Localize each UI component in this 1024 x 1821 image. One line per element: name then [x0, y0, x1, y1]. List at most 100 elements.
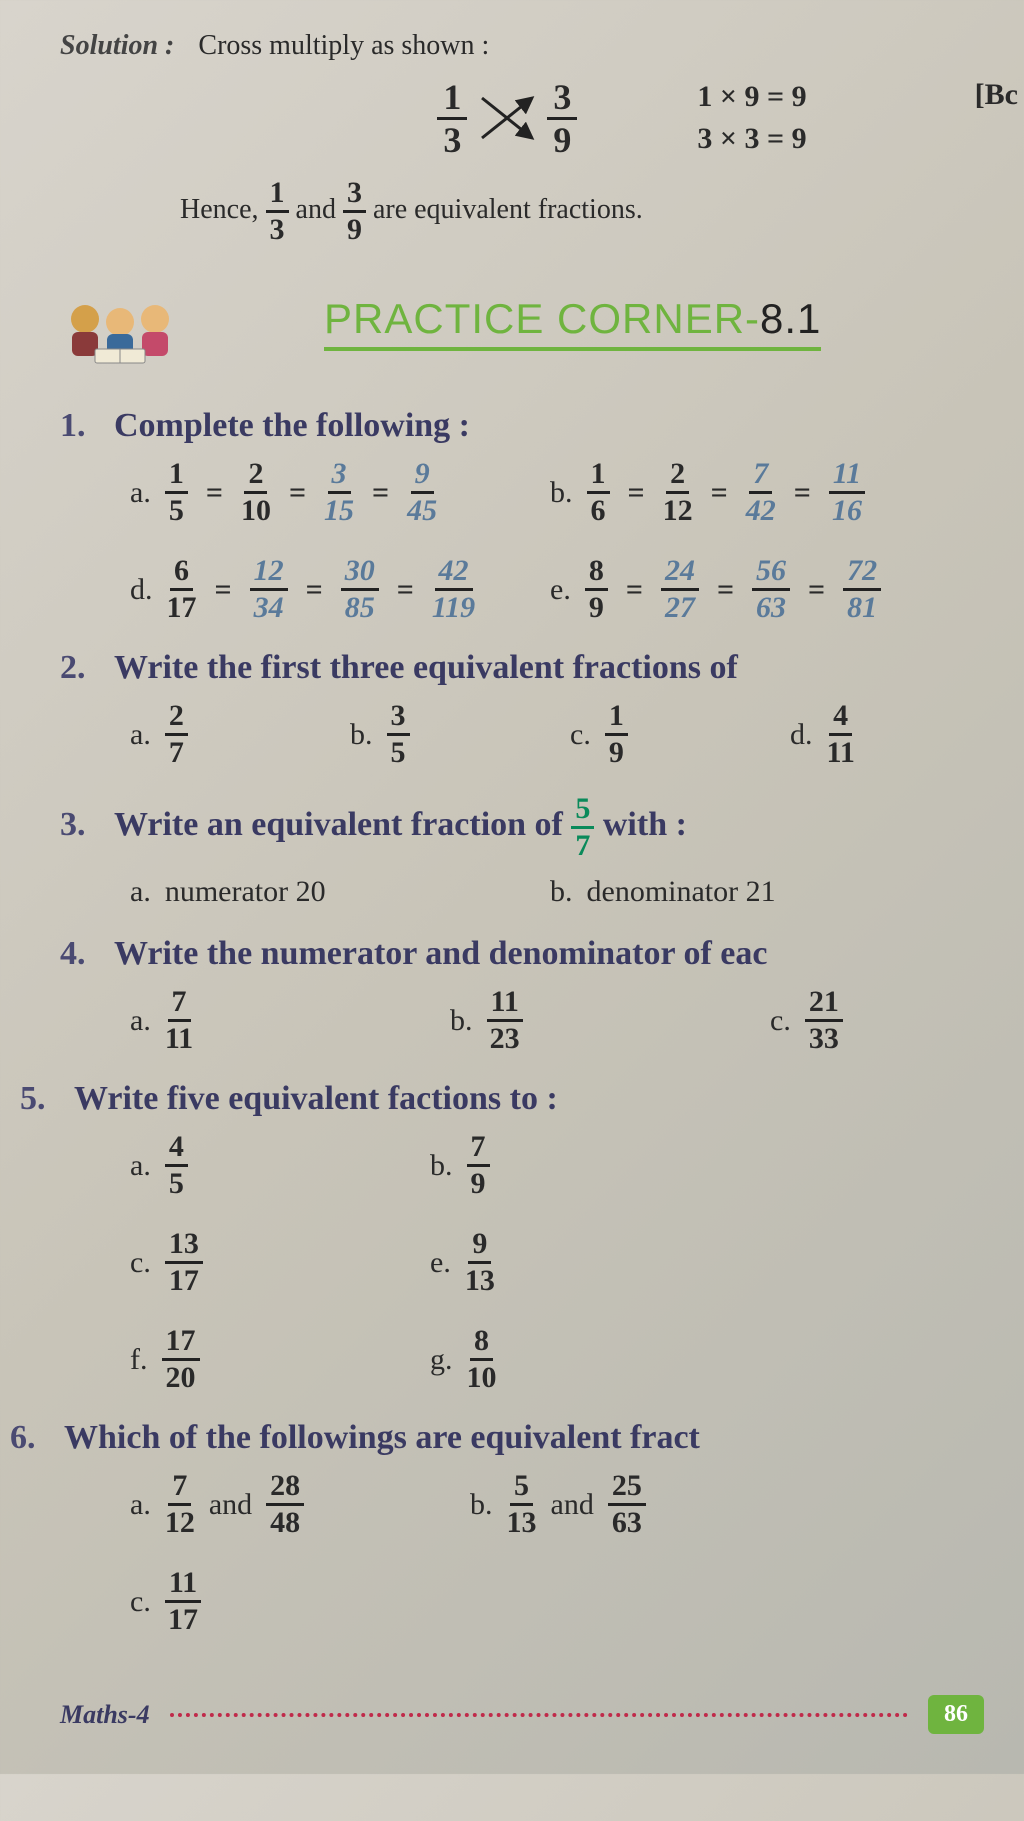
q6-options: a. 712 and 2848 b. 513 and 2563 c. 1117	[130, 1471, 984, 1635]
num: 2	[244, 459, 267, 494]
equals: =	[794, 476, 811, 510]
den: 3	[443, 120, 461, 158]
den: 9	[468, 1167, 488, 1199]
and-text: and	[209, 1488, 252, 1522]
q2-options: a.27 b.35 c. 19 d.411	[130, 701, 984, 768]
num: 3	[343, 178, 366, 213]
den: 9	[553, 120, 571, 158]
q1-opt-b: b.16=212=742=1116	[550, 459, 930, 526]
hence-line: Hence, 1 3 and 3 9 are equivalent fracti…	[180, 178, 984, 245]
q1-options: a.15=210=315=945 b.16=212=742=1116 d.617…	[130, 459, 984, 623]
question-1: 1. Complete the following :	[60, 407, 984, 445]
equals: =	[808, 573, 825, 607]
q2-opt: a.27	[130, 701, 310, 768]
num: 7	[467, 1132, 490, 1167]
num: 4	[829, 701, 852, 736]
den: 3	[267, 213, 287, 245]
q5-options: a.45 b.79 c.1317 e.913 f.1720 g.810	[130, 1132, 984, 1393]
num: 9	[468, 1229, 491, 1264]
den: 85	[345, 591, 375, 623]
page-number: 86	[928, 1695, 984, 1734]
hence-frac-1: 1 3	[266, 178, 289, 245]
frac: 3085	[341, 556, 379, 623]
q4-options: a.711 b.1123 c.2133	[130, 987, 984, 1054]
eq-line: 1 × 9 = 9	[697, 76, 806, 118]
opt-label: c.	[770, 1004, 791, 1038]
opt-label: c.	[130, 1585, 151, 1619]
frac: 1720	[162, 1326, 200, 1393]
q5-opt: f.1720	[130, 1326, 390, 1393]
num: 7	[168, 987, 191, 1022]
frac: 913	[465, 1229, 495, 1296]
q4-opt: b.1123	[450, 987, 730, 1054]
q5-opt: e. 913	[430, 1229, 690, 1296]
num: 7	[168, 1471, 191, 1506]
num: 9	[411, 459, 434, 494]
q3-opt-a: a. numerator 20	[130, 875, 510, 909]
num: 11	[165, 1568, 201, 1603]
cross-arrows-icon	[477, 93, 537, 143]
num: 8	[470, 1326, 493, 1361]
q-text: Write five equivalent factions to :	[74, 1080, 558, 1117]
num: 4	[165, 1132, 188, 1167]
den: 63	[756, 591, 786, 623]
equals: =	[397, 573, 414, 607]
frac: 411	[827, 701, 855, 768]
den: 13	[507, 1506, 537, 1538]
text: Write an equivalent fraction of	[114, 806, 571, 843]
frac: 45	[165, 1132, 188, 1199]
q-text: Which of the followings are equivalent f…	[64, 1419, 700, 1456]
opt-label: e.	[550, 573, 571, 607]
hence-frac-2: 3 9	[343, 178, 366, 245]
frac: 19	[605, 701, 628, 768]
den: 10	[467, 1361, 497, 1393]
num: 13	[165, 1229, 203, 1264]
num: 5	[510, 1471, 533, 1506]
footer-label: Maths-4	[60, 1700, 150, 1730]
opt-label: b.	[350, 718, 373, 752]
den: 9	[606, 736, 626, 768]
opt-label: b.	[550, 875, 573, 909]
q-text: Write the first three equivalent fractio…	[114, 649, 738, 686]
cross-equations: 1 × 9 = 9 3 × 3 = 9	[697, 76, 806, 160]
q2-opt: d.411	[790, 701, 970, 768]
frac: 79	[467, 1132, 490, 1199]
text: and	[296, 194, 343, 225]
opt-label: b.	[550, 476, 573, 510]
den: 17	[167, 591, 197, 623]
frac: 712	[165, 1471, 195, 1538]
den: 11	[827, 736, 855, 768]
num: 2	[165, 701, 188, 736]
frac: 742	[746, 459, 776, 526]
opt-label: b.	[430, 1149, 453, 1183]
opt-label: b.	[470, 1488, 493, 1522]
den: 7	[573, 829, 593, 861]
frac: 711	[165, 987, 193, 1054]
den: 10	[241, 494, 271, 526]
cross-frac-right: 3 9	[547, 79, 577, 158]
opt-label: c.	[130, 1246, 151, 1280]
num: 1	[437, 79, 467, 120]
question-6: 6. Which of the followings are equivalen…	[10, 1419, 984, 1457]
frac: 1317	[165, 1229, 203, 1296]
q-number: 2.	[60, 649, 110, 687]
num: 1	[587, 459, 610, 494]
q2-opt: b.35	[350, 701, 530, 768]
den: 42	[746, 494, 776, 526]
opt-label: e.	[430, 1246, 451, 1280]
num: 7	[749, 459, 772, 494]
opt-label: c.	[570, 718, 591, 752]
q5-opt: a.45	[130, 1132, 390, 1199]
q5-opt: b. 79	[430, 1132, 690, 1199]
equals: =	[628, 476, 645, 510]
den: 27	[665, 591, 695, 623]
q6-opt-b: b. 513 and 2563	[470, 1471, 770, 1538]
num: 17	[162, 1326, 200, 1361]
opt-label: a.	[130, 875, 151, 909]
text: Hence,	[180, 194, 266, 225]
equals: =	[717, 573, 734, 607]
den: 7	[166, 736, 186, 768]
den: 48	[270, 1506, 300, 1538]
q1-opt-d: d.617=1234=3085=42119	[130, 556, 510, 623]
frac: 5663	[752, 556, 790, 623]
